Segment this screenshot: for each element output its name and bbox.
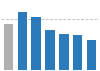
Bar [31, 17, 41, 70]
Bar [45, 30, 55, 70]
Bar [18, 12, 27, 70]
Bar [59, 34, 69, 70]
Bar [87, 40, 96, 70]
Bar [4, 24, 13, 70]
Bar [73, 35, 82, 70]
